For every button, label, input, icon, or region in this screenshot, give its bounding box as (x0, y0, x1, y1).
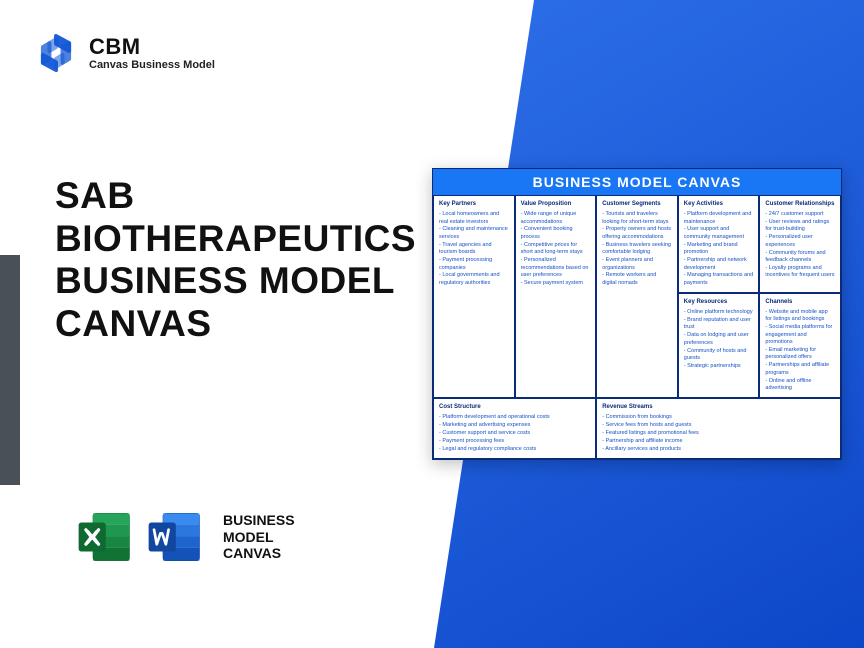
canvas-grid: Key Partners Local homeowners and real e… (433, 195, 841, 459)
cell-header: Revenue Streams (602, 403, 835, 411)
cell-header: Key Activities (684, 200, 754, 208)
cell-items: Wide range of unique accommodationsConve… (521, 211, 591, 287)
accent-bar (0, 255, 20, 485)
cell-item: Cleaning and maintenance services (439, 226, 509, 241)
cell-customer-relationships: Customer Relationships 24/7 customer sup… (759, 195, 841, 293)
cell-customer-segments: Customer Segments Tourists and travelers… (596, 195, 678, 398)
cell-item: Local homeowners and real estate investo… (439, 211, 509, 226)
canvas-title: BUSINESS MODEL CANVAS (433, 169, 841, 195)
cell-key-resources: Key Resources Online platform technology… (678, 293, 760, 398)
bmc-label-line: MODEL (223, 529, 295, 546)
bmc-label-line: BUSINESS (223, 512, 295, 529)
cell-header: Customer Relationships (765, 200, 835, 208)
cell-item: Local governments and regulatory authori… (439, 272, 509, 287)
cell-item: Payment processing fees (439, 438, 590, 445)
brand-logo: CBM Canvas Business Model (35, 32, 215, 74)
cell-items: Tourists and travelers looking for short… (602, 211, 672, 287)
cell-item: Website and mobile app for listings and … (765, 309, 835, 324)
excel-icon (75, 508, 133, 566)
cell-item: Platform development and maintenance (684, 211, 754, 226)
cell-item: Marketing and brand promotion (684, 242, 754, 257)
cell-item: Event planners and organizations (602, 257, 672, 272)
cell-item: Managing transactions and payments (684, 272, 754, 287)
cell-item: 24/7 customer support (765, 211, 835, 218)
cell-item: Community forums and feedback channels (765, 250, 835, 265)
cell-item: Remote workers and digital nomads (602, 272, 672, 287)
cell-item: Personalized recommendations based on us… (521, 257, 591, 279)
cell-item: Partnership and network development (684, 257, 754, 272)
cell-item: Platform development and operational cos… (439, 414, 590, 421)
cell-item: Strategic partnerships (684, 363, 754, 370)
cell-item: Marketing and advertising expenses (439, 422, 590, 429)
cell-item: Travel agencies and tourism boards (439, 242, 509, 257)
cell-item: Online platform technology (684, 309, 754, 316)
page-headline: SAB BIOTHERAPEUTICS BUSINESS MODEL CANVA… (55, 175, 425, 345)
cell-item: Ancillary services and products (602, 446, 835, 453)
canvas-preview: BUSINESS MODEL CANVAS Key Partners Local… (432, 168, 842, 460)
cell-items: Website and mobile app for listings and … (765, 309, 835, 393)
cell-item: Commission from bookings (602, 414, 835, 421)
cell-item: Email marketing for personalized offers (765, 347, 835, 362)
cell-channels: Channels Website and mobile app for list… (759, 293, 841, 398)
cell-item: Personalized user experiences (765, 234, 835, 249)
cell-item: Legal and regulatory compliance costs (439, 446, 590, 453)
brand-title: CBM (89, 35, 215, 59)
cell-key-activities: Key Activities Platform development and … (678, 195, 760, 293)
bmc-label: BUSINESS MODEL CANVAS (223, 512, 295, 562)
cell-item: Loyalty programs and incentives for freq… (765, 265, 835, 280)
cell-item: Business travelers seeking comfortable l… (602, 242, 672, 257)
cell-key-partners: Key Partners Local homeowners and real e… (433, 195, 515, 398)
cell-item: Payment processing companies (439, 257, 509, 272)
cell-item: Social media platforms for engagement an… (765, 324, 835, 346)
word-icon (145, 508, 203, 566)
cell-item: User support and community management (684, 226, 754, 241)
cell-item: Customer support and service costs (439, 430, 590, 437)
cell-item: Competitive prices for short and long-te… (521, 242, 591, 257)
cell-item: Secure payment system (521, 280, 591, 287)
cell-item: Wide range of unique accommodations (521, 211, 591, 226)
bmc-label-line: CANVAS (223, 545, 295, 562)
cell-item: Convenient booking process (521, 226, 591, 241)
cell-value-proposition: Value Proposition Wide range of unique a… (515, 195, 597, 398)
cell-item: Community of hosts and guests (684, 348, 754, 363)
cell-item: Service fees from hosts and guests (602, 422, 835, 429)
cell-item: Tourists and travelers looking for short… (602, 211, 672, 226)
cell-item: User reviews and ratings for trust-build… (765, 219, 835, 234)
cell-item: Brand reputation and user trust (684, 317, 754, 332)
cell-items: Platform development and maintenanceUser… (684, 211, 754, 287)
cell-header: Customer Segments (602, 200, 672, 208)
cell-items: Online platform technologyBrand reputati… (684, 309, 754, 370)
cell-item: Property owners and hosts offering accom… (602, 226, 672, 241)
cbm-logo-icon (35, 32, 77, 74)
cell-header: Key Partners (439, 200, 509, 208)
cell-header: Cost Structure (439, 403, 590, 411)
cell-item: Partnerships and affiliate programs (765, 362, 835, 377)
cell-item: Partnership and affiliate income (602, 438, 835, 445)
cell-revenue-streams: Revenue Streams Commission from bookings… (596, 398, 841, 459)
cell-items: Commission from bookingsService fees fro… (602, 414, 835, 453)
brand-subtitle: Canvas Business Model (89, 59, 215, 71)
cell-header: Value Proposition (521, 200, 591, 208)
cell-item: Featured listings and promotional fees (602, 430, 835, 437)
file-icons-row: BUSINESS MODEL CANVAS (75, 508, 295, 566)
cell-items: 24/7 customer supportUser reviews and ra… (765, 211, 835, 280)
cell-items: Platform development and operational cos… (439, 414, 590, 453)
cell-item: Online and offline advertising (765, 378, 835, 393)
cell-items: Local homeowners and real estate investo… (439, 211, 509, 287)
cell-cost-structure: Cost Structure Platform development and … (433, 398, 596, 459)
cell-item: Data on lodging and user preferences (684, 332, 754, 347)
cell-header: Channels (765, 298, 835, 306)
cell-header: Key Resources (684, 298, 754, 306)
